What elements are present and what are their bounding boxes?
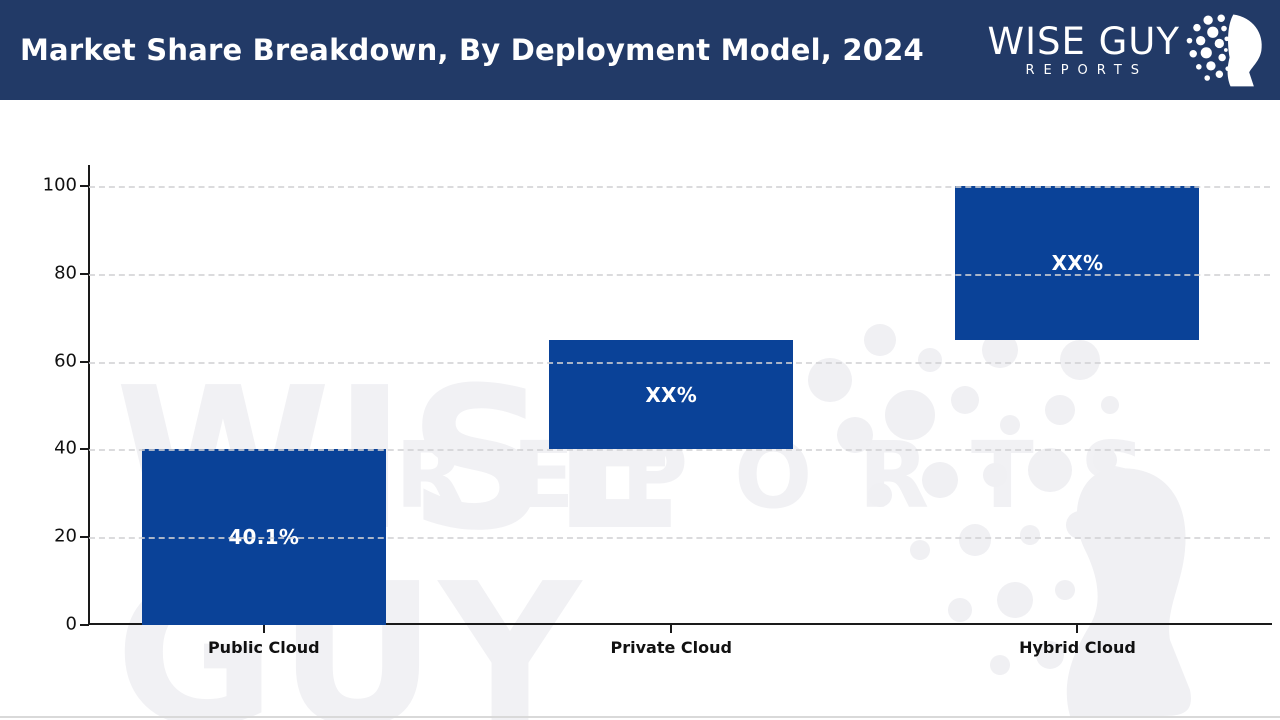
x-axis-line [88, 623, 1272, 625]
x-axis-tick [670, 625, 673, 633]
y-axis-tick [80, 272, 89, 275]
bar-private-cloud: XX% [549, 339, 794, 450]
y-axis-tick [80, 360, 89, 363]
logo-wordmark: WISE GUY [987, 20, 1180, 63]
y-axis-tick-label: 60 [54, 350, 77, 372]
gridline [89, 273, 1270, 276]
category-label: Private Cloud [610, 638, 732, 657]
gridline [89, 186, 1270, 188]
y-axis-tick [80, 448, 89, 451]
y-axis-tick-label: 80 [54, 262, 77, 284]
logo-subtitle: REPORTS [1025, 63, 1149, 78]
logo-text: WISE GUY REPORTS [988, 23, 1180, 77]
bar-value-label: 40.1% [228, 524, 300, 549]
y-axis-tick [80, 185, 89, 187]
y-axis-tick [80, 536, 89, 539]
plot-area: 0 20 40 60 80 100 40.1% Public Cloud XX% Private … [43, 174, 1270, 657]
y-axis-line [88, 165, 90, 625]
x-axis-tick [262, 625, 265, 633]
bar-value-label: XX% [1051, 250, 1104, 275]
bar-value-label: XX% [645, 382, 698, 407]
y-axis-tick-label: 40 [54, 437, 77, 459]
category-label: Public Cloud [207, 638, 320, 657]
wise-guy-reports-logo: WISE GUY REPORTS [988, 11, 1266, 89]
bar-public-cloud: 40.1% [141, 448, 386, 625]
x-axis-tick [1076, 625, 1079, 633]
chart: 0 20 40 60 80 100 40.1% Public Cloud XX% Private … [0, 100, 1280, 716]
bottom-rule [0, 716, 1280, 718]
category-label: Hybrid Cloud [1019, 638, 1136, 657]
y-axis-tick-label: 100 [42, 174, 77, 196]
gridline [89, 537, 1270, 540]
y-axis-tick-label: 20 [54, 525, 77, 547]
y-axis-tick-label: 0 [65, 613, 77, 635]
page-title: Market Share Breakdown, By Deployment Mo… [20, 33, 924, 67]
bar-hybrid-cloud: XX% [955, 186, 1200, 340]
y-axis-tick [80, 624, 89, 626]
gridline [89, 449, 1270, 452]
gridline [89, 361, 1270, 364]
header-bar: Market Share Breakdown, By Deployment Mo… [0, 0, 1280, 100]
logo-dotted-head-icon [1186, 14, 1262, 87]
